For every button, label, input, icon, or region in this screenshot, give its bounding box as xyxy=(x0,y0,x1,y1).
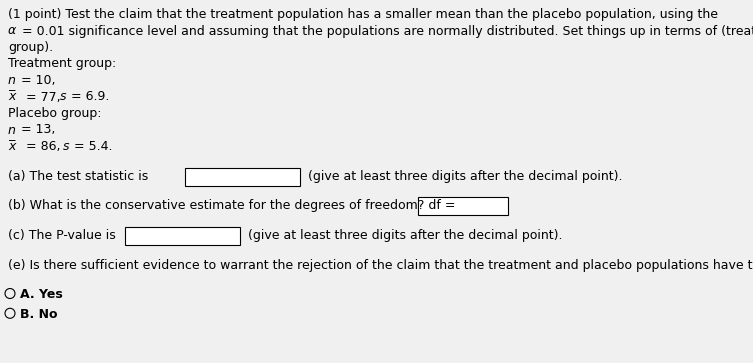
Text: group).: group). xyxy=(8,41,53,54)
Text: (give at least three digits after the decimal point).: (give at least three digits after the de… xyxy=(248,229,562,242)
Text: A. Yes: A. Yes xyxy=(20,289,62,302)
Text: B. No: B. No xyxy=(20,308,57,321)
Text: = 6.9.: = 6.9. xyxy=(67,90,109,103)
Text: x̅: x̅ xyxy=(8,140,15,153)
Bar xyxy=(185,168,300,186)
Text: α: α xyxy=(8,24,17,37)
Bar xyxy=(125,227,240,245)
Text: = 0.01 significance level and assuming that the populations are normally distrib: = 0.01 significance level and assuming t… xyxy=(18,24,753,37)
Bar xyxy=(418,197,508,215)
Text: = 77,: = 77, xyxy=(22,90,65,103)
Text: (1 point) Test the claim that the treatment population has a smaller mean than t: (1 point) Test the claim that the treatm… xyxy=(8,8,718,21)
Text: x̅: x̅ xyxy=(8,90,15,103)
Text: n: n xyxy=(8,74,16,87)
Text: (give at least three digits after the decimal point).: (give at least three digits after the de… xyxy=(308,170,623,183)
Text: n: n xyxy=(8,123,16,136)
Text: s: s xyxy=(63,140,69,153)
Text: (c) The P-value is: (c) The P-value is xyxy=(8,229,116,242)
Text: = 86,: = 86, xyxy=(22,140,65,153)
Text: Placebo group:: Placebo group: xyxy=(8,107,102,120)
Text: Treatment group:: Treatment group: xyxy=(8,57,116,70)
Text: = 5.4.: = 5.4. xyxy=(70,140,112,153)
Text: = 10,: = 10, xyxy=(17,74,56,87)
Text: s: s xyxy=(60,90,66,103)
Text: (a) The test statistic is: (a) The test statistic is xyxy=(8,170,148,183)
Text: = 13,: = 13, xyxy=(17,123,56,136)
Text: (e) Is there sufficient evidence to warrant the rejection of the claim that the : (e) Is there sufficient evidence to warr… xyxy=(8,259,753,272)
Text: (b) What is the conservative estimate for the degrees of freedom? df =: (b) What is the conservative estimate fo… xyxy=(8,199,456,212)
